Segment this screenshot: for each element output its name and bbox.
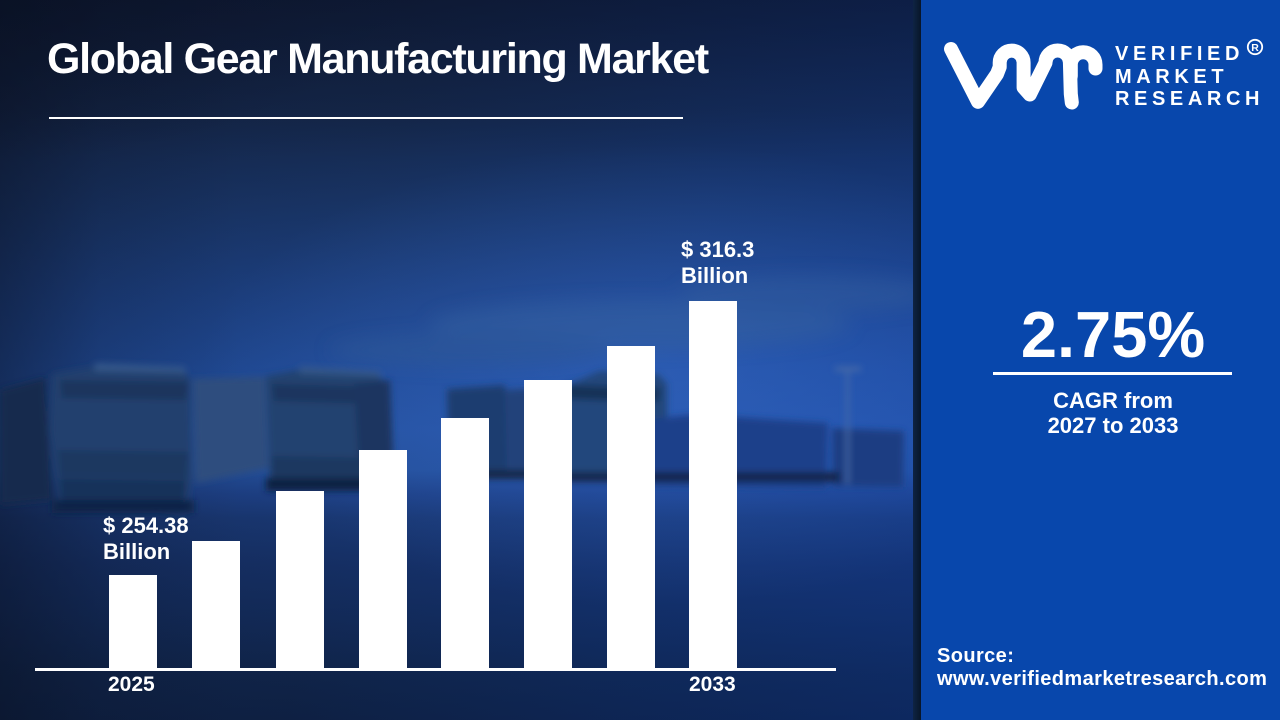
svg-text:R: R xyxy=(1251,42,1259,54)
